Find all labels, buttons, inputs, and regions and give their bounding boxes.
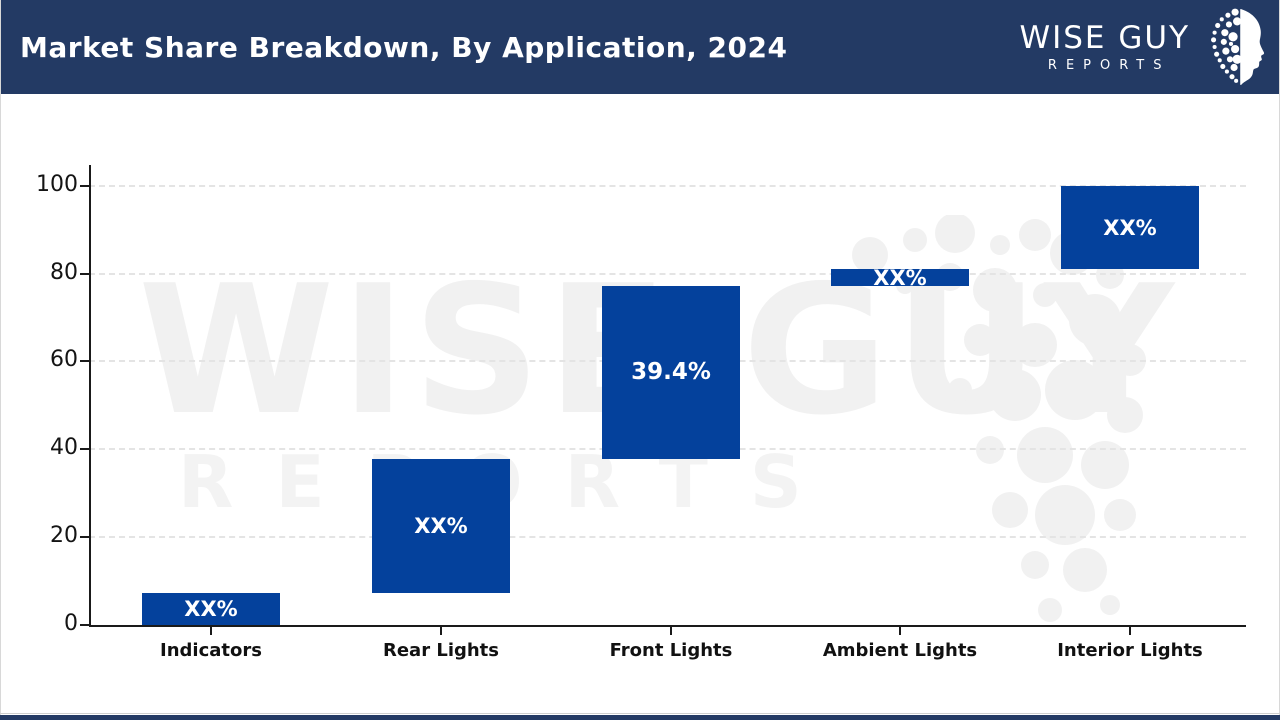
x-axis-tick [440,627,442,635]
x-axis-tick [670,627,672,635]
watermark-text-line2: REPORTS [178,440,844,524]
x-category-label: Front Lights [609,640,733,661]
y-axis-tick [80,536,89,539]
y-axis-tick-label: 60 [50,347,78,373]
bar-value-label: XX% [414,513,468,538]
bar-value-label: 39.4% [631,359,711,386]
page-title: Market Share Breakdown, By Application, … [20,30,788,64]
y-axis-tick [80,624,89,626]
wiseguy-logo: WISE GUY REPORTS [1019,6,1268,88]
bar-segment-indicators: XX% [142,592,280,625]
bar-value-label: XX% [1103,215,1157,240]
x-category-label: Interior Lights [1057,640,1203,661]
y-axis-tick-label: 40 [50,435,78,461]
x-axis-tick [210,627,212,635]
y-axis-tick-label: 80 [50,259,78,285]
grid-line [89,184,1246,187]
bar-value-label: XX% [873,265,927,290]
footer-divider [0,713,1280,714]
x-category-label: Ambient Lights [822,640,978,661]
x-category-label: Rear Lights [382,640,499,661]
x-axis-tick [899,627,901,635]
bar-segment-rear-lights: XX% [372,458,510,593]
grid-line [89,272,1246,275]
logo-wordmark-line2: REPORTS [1047,57,1171,73]
x-axis-tick [1129,627,1131,635]
x-category-label: Indicators [160,640,262,661]
x-axis-line [89,625,1246,627]
y-axis-tick [80,448,89,451]
y-axis-tick [80,184,89,187]
y-axis-tick [80,272,89,275]
y-axis-tick-label: 0 [64,611,78,636]
grid-line [89,536,1246,539]
footer-bar [0,715,1280,720]
bar-segment-ambient-lights: XX% [831,266,969,290]
y-axis-line [89,165,91,627]
y-axis-tick-label: 20 [50,523,78,549]
y-axis-tick-label: 100 [36,171,78,197]
bar-value-label: XX% [184,596,238,621]
bar-segment-front-lights: 39.4% [602,285,740,459]
header: Market Share Breakdown, By Application, … [0,0,1280,94]
logo-wordmark: WISE GUY REPORTS [1019,21,1190,72]
logo-head-icon [1211,8,1265,85]
bar-segment-interior-lights: XX% [1061,185,1199,270]
logo-wordmark-line1: WISE GUY [1019,20,1190,57]
y-axis-tick [80,360,89,363]
